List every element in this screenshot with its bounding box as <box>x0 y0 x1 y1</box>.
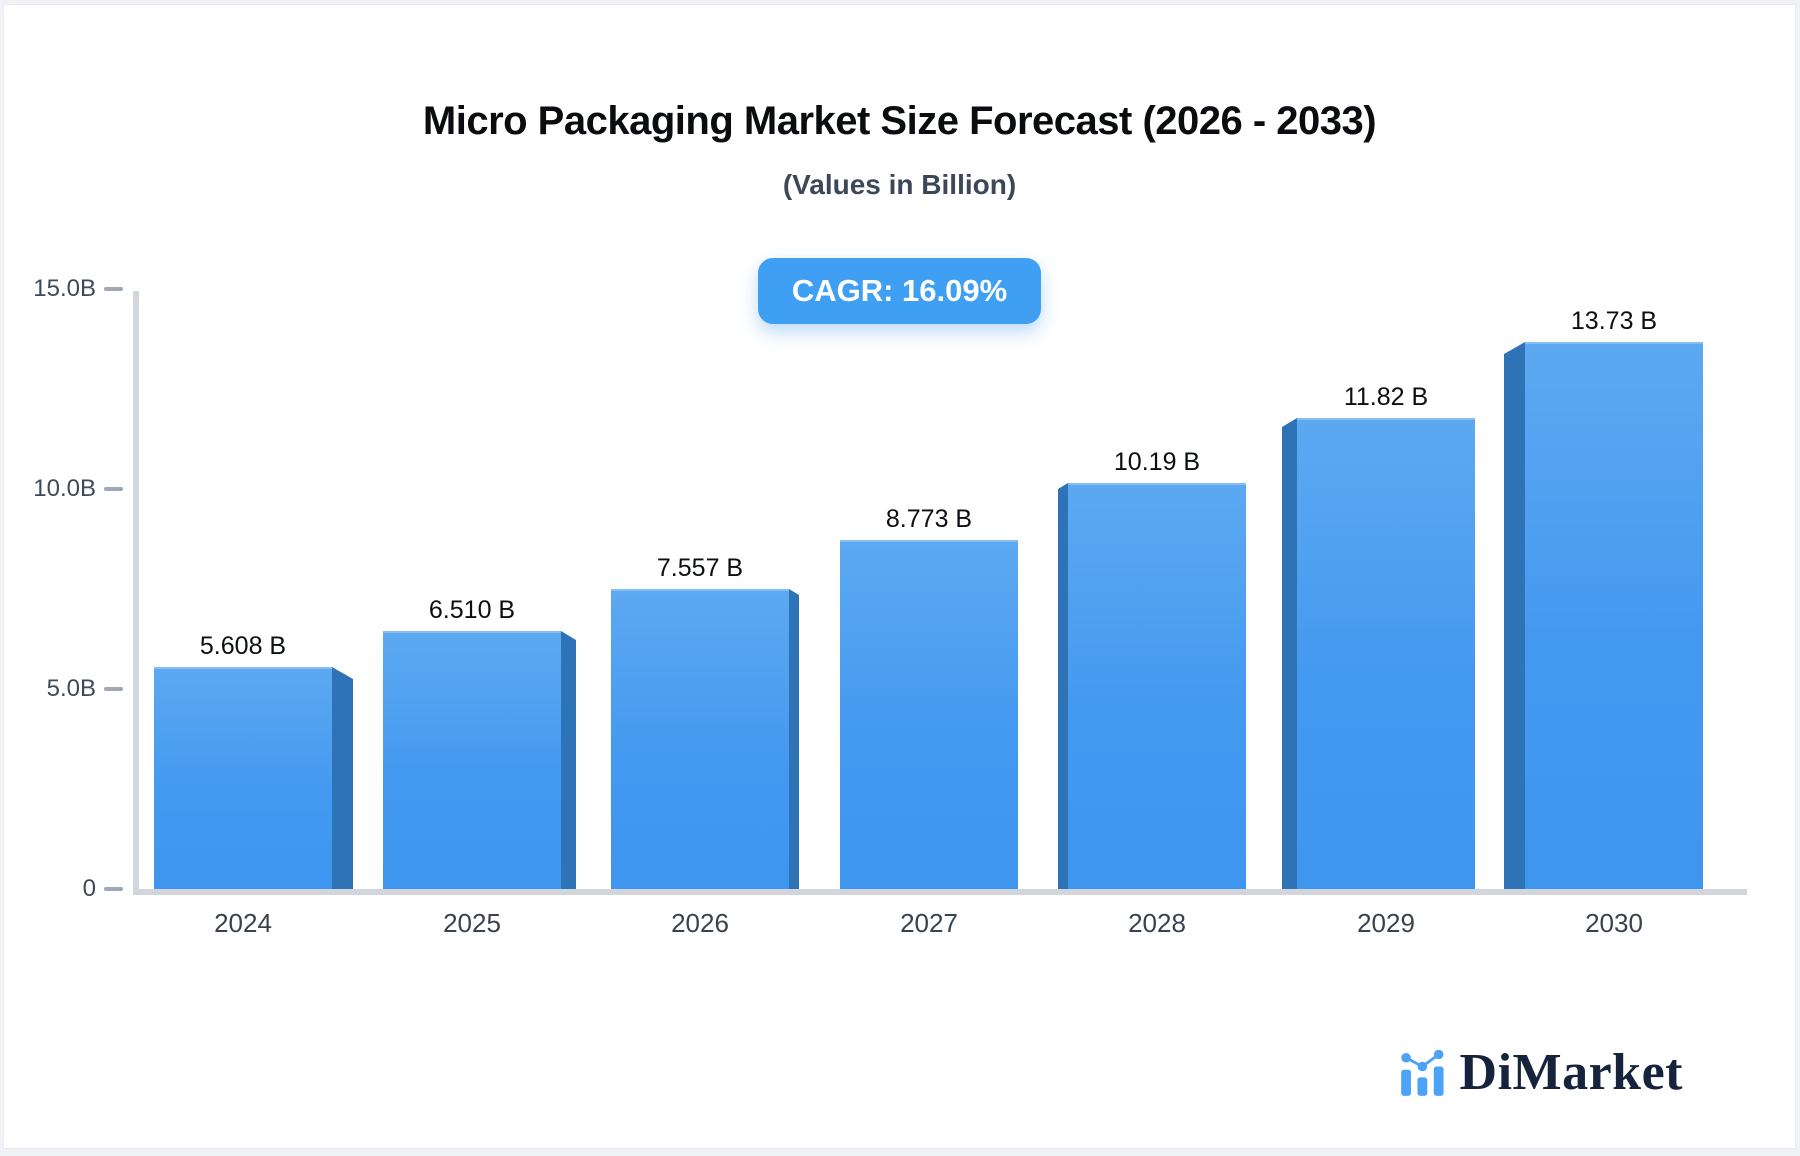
y-axis-tick <box>104 887 123 891</box>
bar-value-label: 11.82 B <box>1343 383 1429 411</box>
y-axis-tick <box>104 487 123 491</box>
y-axis-tick-label: 10.0B <box>33 475 96 502</box>
x-axis-tick-label: 2030 <box>1585 908 1643 938</box>
chart-title: Micro Packaging Market Size Forecast (20… <box>422 99 1377 143</box>
x-axis-tick-label: 2026 <box>671 908 729 938</box>
bar-chart-plot: 0 5.0B 10.0B 15.0B 5.608 B 2024 6.510 B 2025 7.5… <box>4 5 1795 1148</box>
cagr-badge: CAGR: 16.09% <box>757 258 1042 324</box>
bar-value-label: 6.510 B <box>428 596 516 624</box>
y-axis-tick-label: 5.0B <box>46 675 96 702</box>
y-axis-line <box>133 291 139 895</box>
bar-2030 <box>1525 342 1703 889</box>
bar-2025 <box>383 631 561 889</box>
bar-3d-side <box>561 631 576 889</box>
bar-value-label: 5.608 B <box>199 632 287 660</box>
brand-logo: DiMarket <box>1400 1043 1683 1102</box>
x-axis-tick-label: 2025 <box>443 908 501 938</box>
bar-3d-side <box>1282 418 1297 889</box>
x-axis-tick-label: 2027 <box>900 908 958 938</box>
y-axis-tick <box>104 687 123 691</box>
x-axis-tick-label: 2024 <box>214 908 272 938</box>
bar-3d-side <box>1058 483 1068 889</box>
bar-3d-side <box>789 589 799 889</box>
bar-3d-side <box>1504 342 1525 889</box>
y-axis-tick-label: 0 <box>82 875 96 902</box>
x-axis-tick-label: 2029 <box>1357 908 1415 938</box>
y-axis-tick <box>104 287 123 291</box>
bar-2026 <box>611 589 789 889</box>
chart-subtitle: (Values in Billion) <box>782 169 1017 200</box>
bar-value-label: 10.19 B <box>1113 448 1201 476</box>
x-axis-baseline <box>133 889 1747 895</box>
bar-3d-side <box>332 667 353 889</box>
brand-logo-text: DiMarket <box>1459 1044 1683 1101</box>
bar-value-label: 8.773 B <box>885 505 973 533</box>
bar-2024 <box>154 667 332 889</box>
bar-2028 <box>1068 483 1246 889</box>
x-axis-tick-label: 2028 <box>1128 908 1186 938</box>
mini-bar-line-chart-icon <box>1400 1049 1444 1096</box>
y-axis-tick-label: 15.0B <box>33 275 96 302</box>
bar-2027 <box>840 540 1018 889</box>
bar-2029 <box>1297 418 1475 889</box>
chart-card: Micro Packaging Market Size Forecast (20… <box>3 4 1796 1149</box>
bar-value-label: 13.73 B <box>1570 307 1658 335</box>
bar-value-label: 7.557 B <box>656 554 744 582</box>
